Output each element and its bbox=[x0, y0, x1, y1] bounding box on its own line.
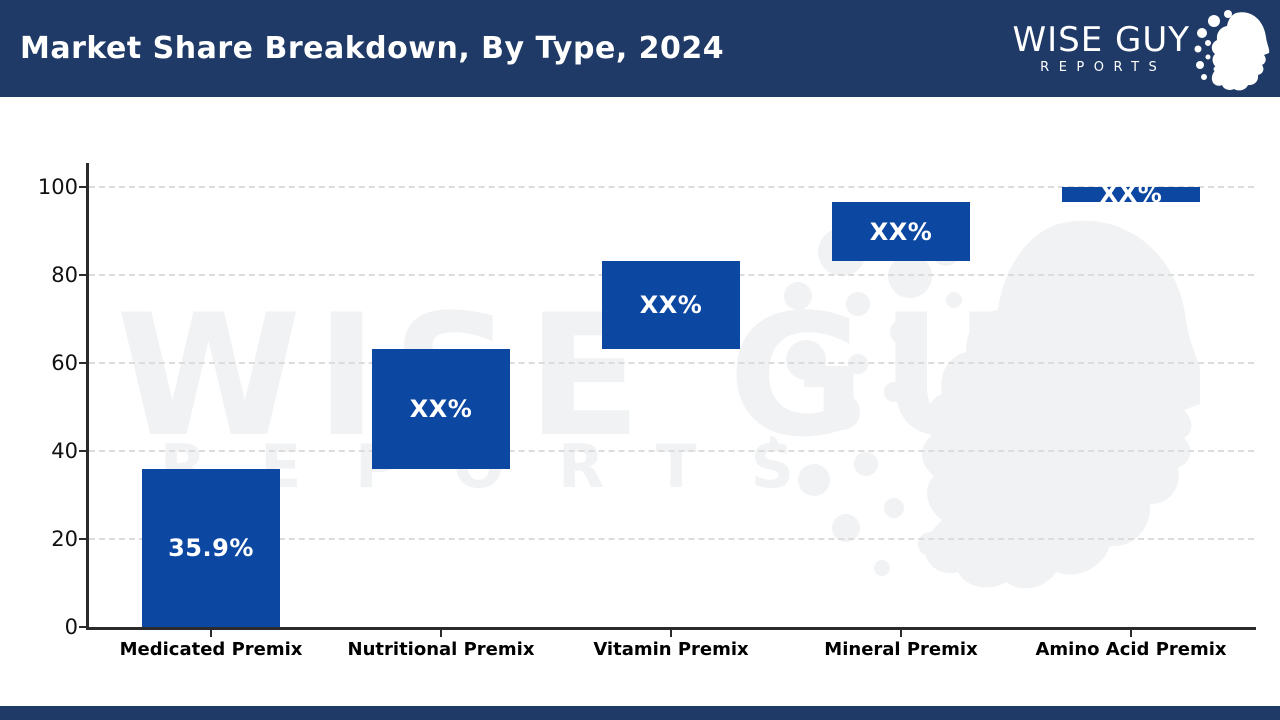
bar-0 bbox=[142, 468, 280, 627]
wiseguy-head-icon bbox=[1194, 9, 1270, 90]
y-tick-label: 40 bbox=[51, 438, 78, 463]
x-tick-mark bbox=[900, 630, 902, 637]
category-label: Mineral Premix bbox=[824, 639, 978, 660]
bar-label: 35.9% bbox=[168, 533, 254, 562]
bar-1 bbox=[372, 349, 510, 469]
bar-3 bbox=[832, 201, 970, 262]
footer-bar bbox=[0, 706, 1280, 720]
y-tick-mark bbox=[79, 626, 86, 628]
category-label: Medicated Premix bbox=[119, 639, 303, 660]
bar-label: XX% bbox=[869, 217, 933, 246]
y-tick-mark bbox=[79, 537, 86, 540]
y-tick-label: 60 bbox=[51, 350, 78, 375]
x-tick-mark bbox=[440, 630, 442, 637]
header-bar: Market Share Breakdown, By Type, 2024 WI… bbox=[0, 0, 1280, 97]
y-tick-mark bbox=[79, 449, 86, 452]
bar-4 bbox=[1062, 186, 1200, 202]
category-label: Amino Acid Premix bbox=[1035, 639, 1227, 660]
wiseguy-logo: WISE GUY REPORTS bbox=[1012, 7, 1280, 91]
logo-text: WISE GUY REPORTS bbox=[1012, 23, 1190, 75]
y-tick-label: 0 bbox=[64, 615, 78, 639]
bar-label: XX% bbox=[639, 291, 703, 320]
x-tick-mark bbox=[670, 630, 672, 637]
y-tick-mark bbox=[79, 185, 86, 188]
y-tick-label: 20 bbox=[51, 526, 78, 551]
page-title: Market Share Breakdown, By Type, 2024 bbox=[20, 31, 725, 66]
bar-label: XX% bbox=[409, 395, 473, 424]
logo-subtitle: REPORTS bbox=[1040, 59, 1167, 75]
y-tick-label: 80 bbox=[51, 262, 78, 287]
bar-label: XX% bbox=[1099, 180, 1163, 209]
bar-2 bbox=[602, 261, 740, 350]
x-axis-line bbox=[86, 627, 1256, 630]
x-tick-mark bbox=[210, 630, 212, 637]
logo-wordmark: WISE GUY bbox=[1012, 19, 1190, 60]
category-label: Vitamin Premix bbox=[593, 639, 749, 660]
y-tick-mark bbox=[79, 273, 86, 276]
y-tick-label: 100 bbox=[37, 174, 78, 199]
gridline-20 bbox=[89, 537, 1254, 540]
gridline-60 bbox=[89, 361, 1254, 364]
category-label: Nutritional Premix bbox=[347, 639, 535, 660]
x-tick-mark bbox=[1130, 630, 1132, 637]
y-axis-line bbox=[86, 163, 89, 630]
y-tick-mark bbox=[79, 361, 86, 364]
gridline-100 bbox=[89, 185, 1254, 188]
gridline-40 bbox=[89, 449, 1254, 452]
